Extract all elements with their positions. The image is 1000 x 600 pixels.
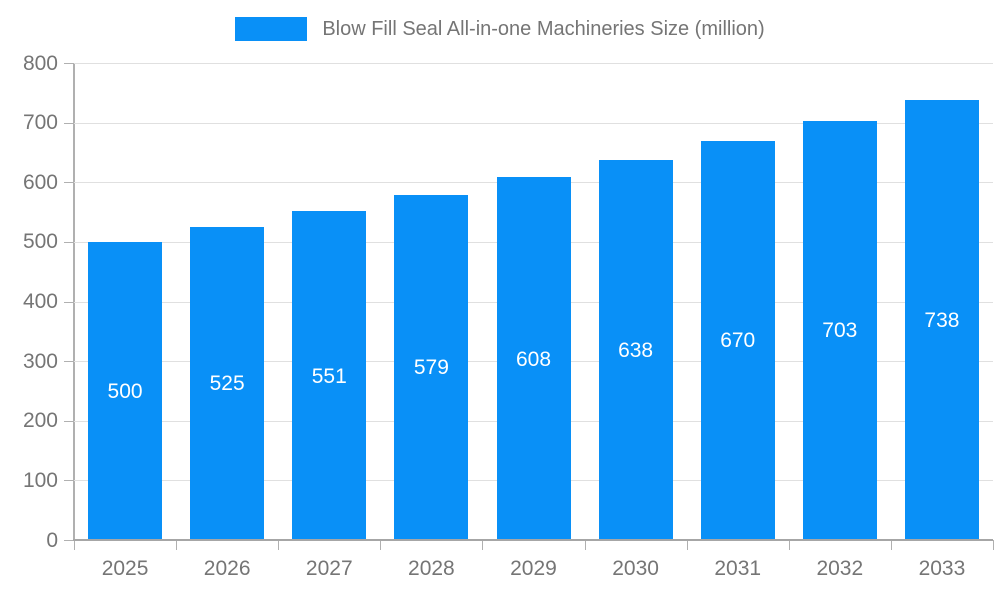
y-tick-800	[64, 63, 74, 64]
x-tick-end	[993, 540, 994, 550]
y-tick-0	[64, 540, 74, 541]
x-axis-line	[73, 539, 993, 541]
gridline-700	[74, 122, 993, 124]
bar-2027	[292, 211, 367, 539]
y-axis-label-800: 800	[22, 51, 58, 75]
bar-value-label-2030: 638	[618, 338, 654, 362]
bar-2031	[700, 140, 775, 539]
y-axis-label-300: 300	[22, 349, 58, 373]
x-axis-label-2030: 2030	[612, 557, 659, 580]
y-axis-label-500: 500	[22, 230, 58, 254]
bar-2025	[88, 241, 163, 539]
legend-swatch	[235, 17, 308, 41]
y-axis-label-100: 100	[22, 468, 58, 492]
y-tick-200	[64, 420, 74, 422]
bar-value-label-2025: 500	[107, 379, 143, 403]
y-tick-300	[64, 361, 74, 363]
y-axis-label-600: 600	[22, 170, 58, 194]
x-tick-4	[482, 540, 484, 550]
plot-area: 500 525 551 579 608 638 670 703 738	[64, 63, 994, 550]
legend[interactable]: Blow Fill Seal All-in-one Machineries Si…	[0, 17, 1000, 41]
x-axis-label-2029: 2029	[510, 557, 557, 580]
y-axis-label-700: 700	[22, 111, 58, 135]
bar-2029	[496, 177, 571, 539]
x-tick-5	[584, 540, 586, 550]
x-axis-label-2033: 2033	[918, 557, 966, 580]
y-tick-500	[64, 241, 74, 243]
x-tick-6	[686, 540, 688, 550]
bar-value-label-2032: 703	[822, 319, 858, 343]
y-axis-label-0: 0	[46, 528, 58, 552]
bar-2026	[190, 226, 265, 539]
y-tick-600	[64, 182, 74, 184]
bar-2028	[394, 194, 469, 539]
bar-value-label-2027: 551	[311, 364, 347, 388]
x-axis-label-2031: 2031	[714, 557, 762, 580]
bar-2032	[802, 120, 877, 539]
x-tick-7	[788, 540, 790, 550]
y-tick-700	[64, 122, 74, 124]
y-axis-label-200: 200	[22, 409, 58, 433]
y-tick-100	[64, 480, 74, 482]
x-axis-label-2032: 2032	[816, 557, 864, 580]
bar-2033	[904, 99, 979, 539]
bar-value-label-2026: 525	[209, 372, 245, 396]
x-tick-8	[890, 540, 892, 550]
x-axis-label-2025: 2025	[101, 557, 149, 580]
bar-value-label-2033: 738	[924, 308, 960, 332]
x-tick-3	[380, 540, 382, 550]
x-tick-1	[176, 540, 178, 550]
x-tick-0	[74, 540, 75, 550]
legend-label: Blow Fill Seal All-in-one Machineries Si…	[322, 17, 765, 40]
x-axis-label-2026: 2026	[203, 557, 251, 580]
x-axis-label-2027: 2027	[305, 557, 353, 580]
x-tick-2	[278, 540, 280, 550]
gridline-800	[74, 63, 993, 64]
y-axis-label-400: 400	[22, 290, 58, 313]
bar-2030	[598, 159, 673, 539]
bar-value-label-2028: 579	[413, 356, 449, 380]
y-tick-400	[64, 301, 74, 303]
bar-value-label-2029: 608	[515, 347, 552, 371]
bar-value-label-2031: 670	[720, 329, 756, 353]
x-axis-label-2028: 2028	[408, 557, 455, 580]
